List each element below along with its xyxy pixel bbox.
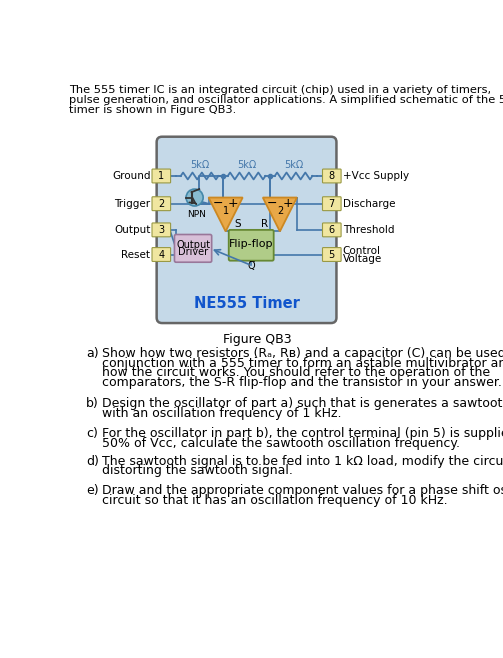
- Text: 50% of Vᴄᴄ, calculate the sawtooth oscillation frequency.: 50% of Vᴄᴄ, calculate the sawtooth oscil…: [102, 437, 460, 449]
- FancyBboxPatch shape: [322, 247, 341, 261]
- Text: Threshold: Threshold: [343, 225, 394, 235]
- Text: with an oscillation frequency of 1 kHz.: with an oscillation frequency of 1 kHz.: [102, 407, 341, 420]
- Text: Discharge: Discharge: [343, 199, 395, 209]
- Text: The sawtooth signal is to be fed into 1 kΩ load, modify the circuit to avoid: The sawtooth signal is to be fed into 1 …: [102, 455, 503, 468]
- Text: Driver: Driver: [178, 247, 208, 257]
- Text: Figure QB3: Figure QB3: [223, 333, 292, 346]
- Text: +Vcc Supply: +Vcc Supply: [343, 171, 409, 181]
- Text: R: R: [261, 219, 268, 229]
- Text: c): c): [86, 427, 98, 440]
- Text: 2: 2: [277, 207, 283, 216]
- Text: NPN: NPN: [188, 210, 206, 219]
- Text: d): d): [86, 455, 99, 468]
- Text: e): e): [86, 484, 99, 497]
- FancyBboxPatch shape: [322, 197, 341, 211]
- FancyBboxPatch shape: [322, 169, 341, 183]
- Text: NE555 Timer: NE555 Timer: [194, 297, 299, 311]
- FancyBboxPatch shape: [152, 169, 171, 183]
- Text: 1: 1: [222, 207, 229, 216]
- Text: 3: 3: [158, 225, 164, 235]
- Text: 2: 2: [158, 199, 164, 209]
- FancyBboxPatch shape: [322, 223, 341, 237]
- Text: Show how two resistors (Rₐ, Rʙ) and a capacitor (C) can be used in: Show how two resistors (Rₐ, Rʙ) and a ca…: [102, 347, 503, 360]
- Text: Ground: Ground: [112, 171, 150, 181]
- Text: −: −: [267, 197, 277, 210]
- Text: 8: 8: [329, 171, 335, 181]
- Text: Flip-flop: Flip-flop: [229, 239, 274, 249]
- FancyBboxPatch shape: [152, 247, 171, 261]
- Polygon shape: [209, 197, 242, 232]
- Text: Output: Output: [176, 240, 210, 250]
- Text: −: −: [213, 197, 223, 210]
- Text: circuit so that it has an oscillation frequency of 10 kHz.: circuit so that it has an oscillation fr…: [102, 494, 447, 507]
- Text: Voltage: Voltage: [343, 254, 382, 264]
- Text: b): b): [86, 397, 99, 410]
- Text: Q̅: Q̅: [247, 261, 255, 270]
- FancyBboxPatch shape: [152, 197, 171, 211]
- Text: Output: Output: [114, 225, 150, 235]
- Text: 1: 1: [158, 171, 164, 181]
- Text: comparators, the S-R flip-flop and the transistor in your answer.: comparators, the S-R flip-flop and the t…: [102, 376, 501, 389]
- Text: 4: 4: [158, 249, 164, 259]
- Text: Design the oscillator of part a) such that is generates a sawtooth signal: Design the oscillator of part a) such th…: [102, 397, 503, 410]
- Text: pulse generation, and oscillator applications. A simplified schematic of the 555: pulse generation, and oscillator applica…: [69, 95, 503, 105]
- Text: S: S: [235, 219, 241, 229]
- Text: conjunction with a 555 timer to form an astable multivibrator and describe: conjunction with a 555 timer to form an …: [102, 357, 503, 370]
- Text: timer is shown in Figure QB3.: timer is shown in Figure QB3.: [69, 105, 236, 115]
- FancyBboxPatch shape: [156, 137, 337, 323]
- Circle shape: [186, 189, 203, 206]
- Polygon shape: [263, 197, 297, 232]
- Text: 6: 6: [329, 225, 335, 235]
- Text: 5kΩ: 5kΩ: [190, 160, 209, 170]
- Text: a): a): [86, 347, 99, 360]
- Text: Trigger: Trigger: [114, 199, 150, 209]
- FancyBboxPatch shape: [175, 234, 212, 263]
- FancyBboxPatch shape: [229, 230, 274, 261]
- FancyBboxPatch shape: [152, 223, 171, 237]
- Text: +: +: [228, 197, 239, 210]
- Text: how the circuit works. You should refer to the operation of the: how the circuit works. You should refer …: [102, 366, 490, 379]
- Text: +: +: [282, 197, 293, 210]
- Text: 5kΩ: 5kΩ: [284, 160, 303, 170]
- Text: Reset: Reset: [121, 249, 150, 259]
- Text: The 555 timer IC is an integrated circuit (chip) used in a variety of timers,: The 555 timer IC is an integrated circui…: [69, 85, 491, 95]
- Text: 5: 5: [328, 249, 335, 259]
- Text: distorting the sawtooth signal.: distorting the sawtooth signal.: [102, 465, 293, 477]
- Text: 7: 7: [328, 199, 335, 209]
- Text: 5kΩ: 5kΩ: [237, 160, 256, 170]
- Text: Draw and the appropriate component values for a phase shift oscillator: Draw and the appropriate component value…: [102, 484, 503, 497]
- Text: Control: Control: [343, 245, 381, 256]
- Text: For the oscillator in part b), the control terminal (pin 5) is supplied by: For the oscillator in part b), the contr…: [102, 427, 503, 440]
